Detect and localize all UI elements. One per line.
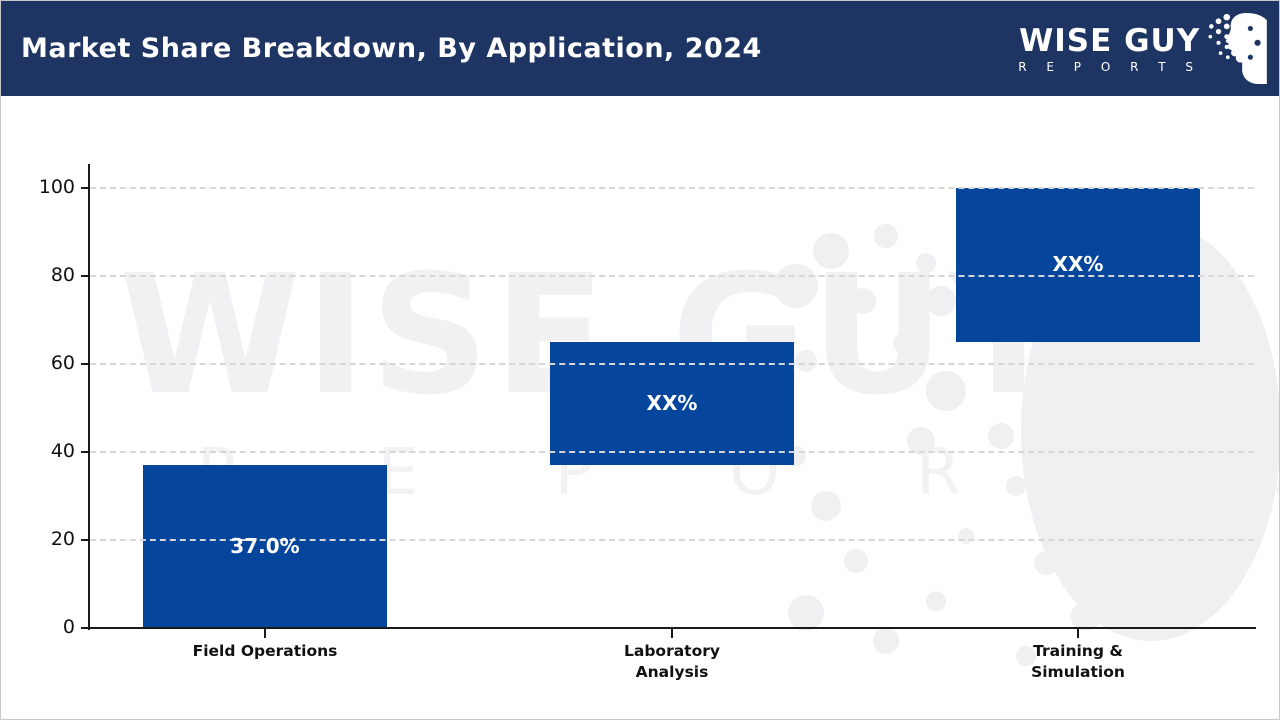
logo-wordmark: WISE GUY — [1019, 23, 1201, 59]
category-label-line: Field Operations — [192, 642, 338, 660]
bar-value-label: XX% — [646, 390, 698, 415]
y-tick-label: 100 — [38, 176, 75, 198]
y-tick-label: 0 — [62, 616, 75, 638]
category-label: Field Operations — [125, 641, 405, 662]
y-axis-tick — [81, 539, 89, 541]
category-label-line: Training & — [1033, 642, 1123, 660]
x-axis-line — [85, 627, 1256, 629]
y-axis-tick — [81, 451, 89, 453]
y-axis-tick — [81, 627, 89, 629]
category-label: Laboratory Analysis — [532, 641, 812, 683]
category-label-line: Simulation — [1031, 663, 1125, 681]
category-label-line: Analysis — [635, 663, 709, 681]
y-tick-label: 20 — [50, 528, 75, 550]
y-axis-tick — [81, 275, 89, 277]
x-axis-tick — [1077, 629, 1079, 638]
gridline — [90, 363, 1254, 365]
gridline — [90, 187, 1254, 189]
y-axis-tick — [81, 363, 89, 365]
wise-guy-logo: WISE GUY R E P O R T S — [1018, 9, 1267, 89]
bar-value-label: XX% — [1052, 252, 1104, 276]
y-tick-label: 80 — [50, 264, 75, 286]
wise-guy-logo-face-icon — [1208, 13, 1267, 85]
category-label-line: Laboratory — [624, 642, 720, 660]
logo-text: WISE GUY R E P O R T S — [1018, 24, 1201, 74]
y-axis-tick — [81, 187, 89, 189]
gridline — [90, 539, 1254, 541]
x-axis-tick — [671, 629, 673, 638]
page-title: Market Share Breakdown, By Application, … — [21, 33, 762, 64]
x-axis-tick — [264, 629, 266, 638]
gridline — [90, 451, 1254, 453]
y-axis-line — [88, 164, 90, 630]
category-label: Training & Simulation — [938, 641, 1218, 683]
y-tick-label: 60 — [50, 352, 75, 374]
bar-value-label: 37.0% — [230, 533, 300, 558]
y-tick-label: 40 — [50, 440, 75, 462]
bar-laboratory-analysis — [550, 342, 794, 466]
gridline — [90, 275, 1254, 277]
bar-field-operations — [143, 465, 387, 628]
logo-subtext: R E P O R T S — [1018, 60, 1201, 74]
header: Market Share Breakdown, By Application, … — [1, 1, 1279, 96]
